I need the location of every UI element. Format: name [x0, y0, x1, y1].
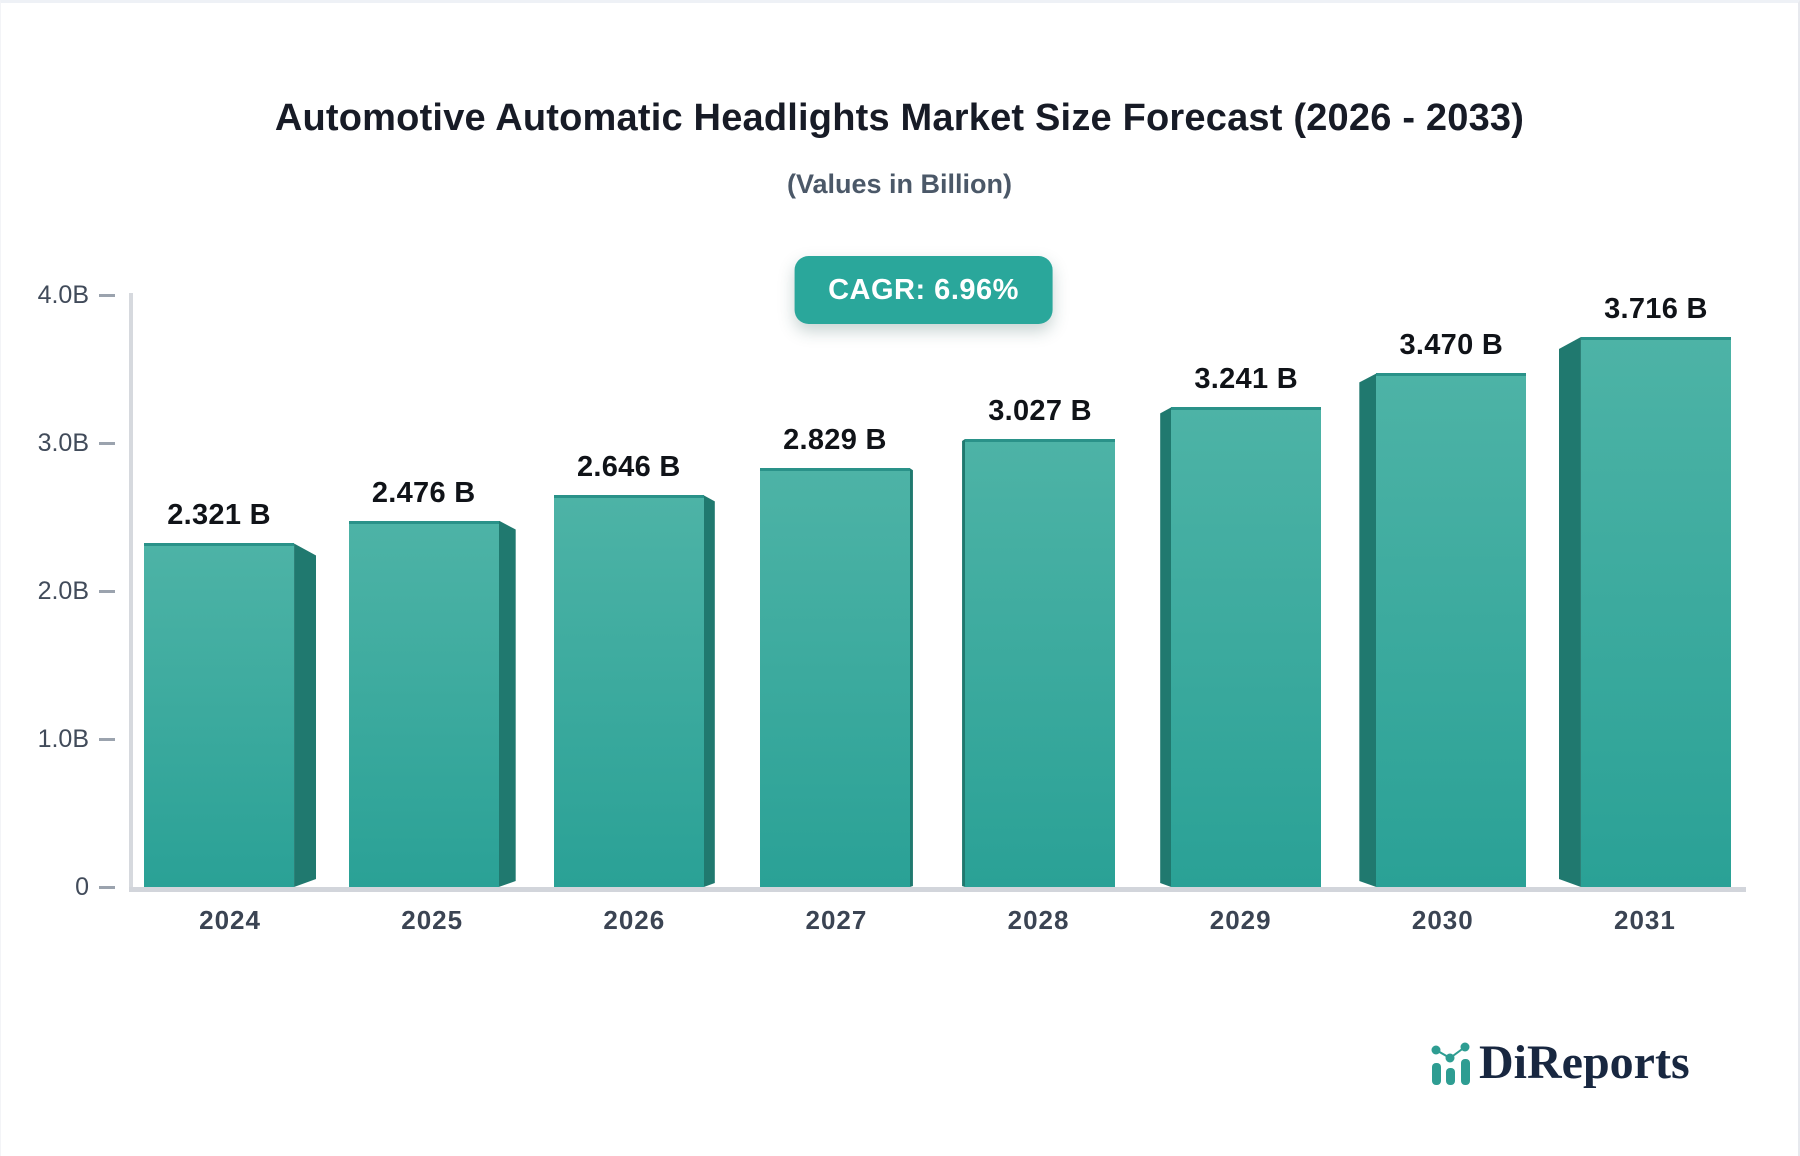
y-axis-tick-label: 1.0B: [37, 725, 89, 753]
x-axis-label: 2024: [199, 905, 261, 935]
x-axis-label: 2025: [401, 905, 464, 935]
bar-3d-side-2027: [909, 468, 913, 887]
y-axis-line: [129, 293, 133, 891]
bar-3d-side-2031: [1558, 337, 1581, 887]
bar-2028: [965, 439, 1116, 887]
y-axis-tick-label: 0: [75, 873, 89, 901]
brand-watermark: DiReports: [1429, 1035, 1690, 1090]
bar-value-label: 2.646 B: [576, 451, 681, 484]
y-axis-tick-mark: [99, 738, 115, 741]
x-axis-label: 2030: [1411, 905, 1474, 935]
bar-3d-side-2030: [1359, 373, 1377, 887]
bar-3d-side-2024: [294, 543, 317, 887]
y-axis-tick-mark: [99, 590, 115, 593]
bar-3d-side-2029: [1160, 407, 1172, 887]
bar-value-label: 2.321 B: [167, 499, 271, 532]
x-axis-label: 2027: [805, 905, 868, 935]
bar-value-label: 3.027 B: [988, 395, 1092, 427]
y-axis-tick-label: 4.0B: [37, 281, 89, 309]
bar-value-label: 3.470 B: [1399, 329, 1504, 362]
chart-subtitle: (Values in Billion): [786, 169, 1013, 199]
mini-bar-chart-icon: [1431, 1042, 1470, 1085]
cagr-badge: CAGR: 6.96%: [794, 256, 1053, 324]
y-axis-tick-label: 3.0B: [37, 429, 89, 457]
y-axis-tick-mark: [99, 886, 115, 889]
bar-value-label: 3.716 B: [1604, 293, 1708, 326]
x-axis-label: 2028: [1007, 905, 1070, 935]
y-axis-tick-mark: [99, 442, 115, 445]
x-axis-baseline: [129, 887, 1746, 892]
bar-3d-side-2028: [962, 439, 966, 887]
bar-2027: [759, 468, 910, 887]
bar-2031: [1580, 337, 1731, 887]
x-axis-label: 2029: [1209, 905, 1272, 935]
bar-3d-side-2025: [498, 520, 516, 887]
bar-2024: [144, 543, 295, 887]
x-axis-label: 2031: [1614, 905, 1676, 935]
x-axis-label: 2026: [603, 905, 666, 935]
y-axis-tick-label: 2.0B: [37, 577, 89, 605]
bar-2026: [553, 495, 704, 887]
bar-2025: [348, 520, 499, 887]
bar-value-label: 2.829 B: [783, 424, 887, 457]
bar-2029: [1171, 407, 1322, 887]
y-axis-tick-mark: [99, 294, 115, 297]
brand-name: DiReports: [1479, 1036, 1690, 1089]
bar-value-label: 2.476 B: [371, 476, 476, 509]
bar-value-label: 3.241 B: [1194, 363, 1299, 396]
bar-3d-side-2026: [703, 495, 715, 887]
chart-title: Automotive Automatic Headlights Market S…: [274, 97, 1525, 139]
bar-2030: [1376, 373, 1527, 887]
